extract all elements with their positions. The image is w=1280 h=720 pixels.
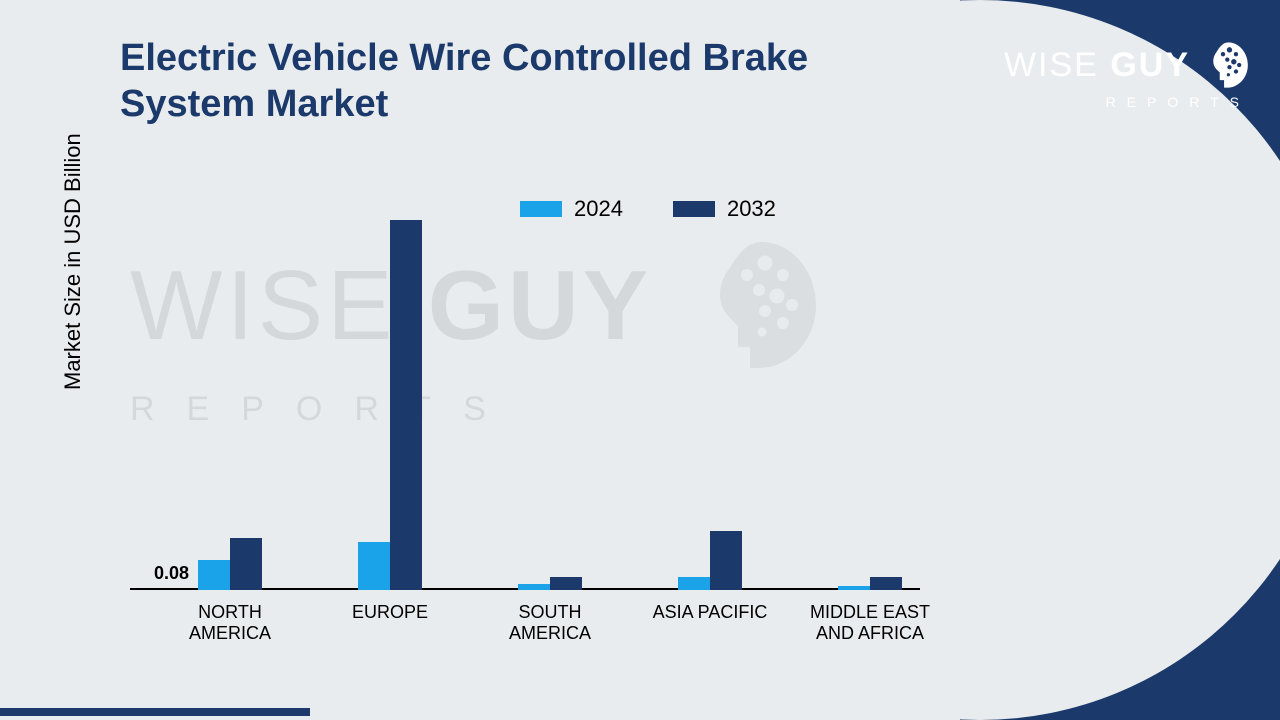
bottom-accent-bar — [0, 708, 310, 716]
legend: 2024 2032 — [520, 196, 776, 222]
chart-canvas: WISE GUY REPORTS WISE GUY — [0, 0, 1280, 720]
head-dots-icon — [1196, 38, 1250, 92]
bar — [198, 560, 230, 590]
y-axis-label: Market Size in USD Billion — [60, 133, 86, 390]
brand-word2: GUY — [1110, 46, 1190, 85]
category-label: SOUTH AMERICA — [485, 602, 615, 643]
bars — [198, 538, 262, 590]
legend-label: 2024 — [574, 196, 623, 222]
legend-swatch — [520, 201, 562, 217]
bar-value-label: 0.08 — [154, 563, 189, 584]
category-label: MIDDLE EAST AND AFRICA — [805, 602, 935, 643]
category-label: NORTH AMERICA — [165, 602, 295, 643]
bar — [518, 584, 550, 590]
bar — [230, 538, 262, 590]
category-label: EUROPE — [325, 602, 455, 623]
plot-area: 0.08 — [100, 220, 920, 590]
bars — [678, 531, 742, 590]
legend-item-2024: 2024 — [520, 196, 623, 222]
bar — [678, 577, 710, 590]
bars — [838, 577, 902, 590]
bars — [518, 577, 582, 590]
bar — [390, 220, 422, 590]
legend-item-2032: 2032 — [673, 196, 776, 222]
category-label: ASIA PACIFIC — [645, 602, 775, 623]
bar — [358, 542, 390, 590]
brand-word1: WISE — [1004, 46, 1099, 85]
bar — [710, 531, 742, 590]
legend-label: 2032 — [727, 196, 776, 222]
brand-logo: WISE GUY REPORTS — [1004, 38, 1250, 110]
bar — [550, 577, 582, 590]
bar — [838, 586, 870, 590]
bar — [870, 577, 902, 590]
brand-subtitle: REPORTS — [1004, 94, 1250, 110]
legend-swatch — [673, 201, 715, 217]
chart-title: Electric Vehicle Wire Controlled Brake S… — [120, 36, 820, 127]
bars — [358, 220, 422, 590]
